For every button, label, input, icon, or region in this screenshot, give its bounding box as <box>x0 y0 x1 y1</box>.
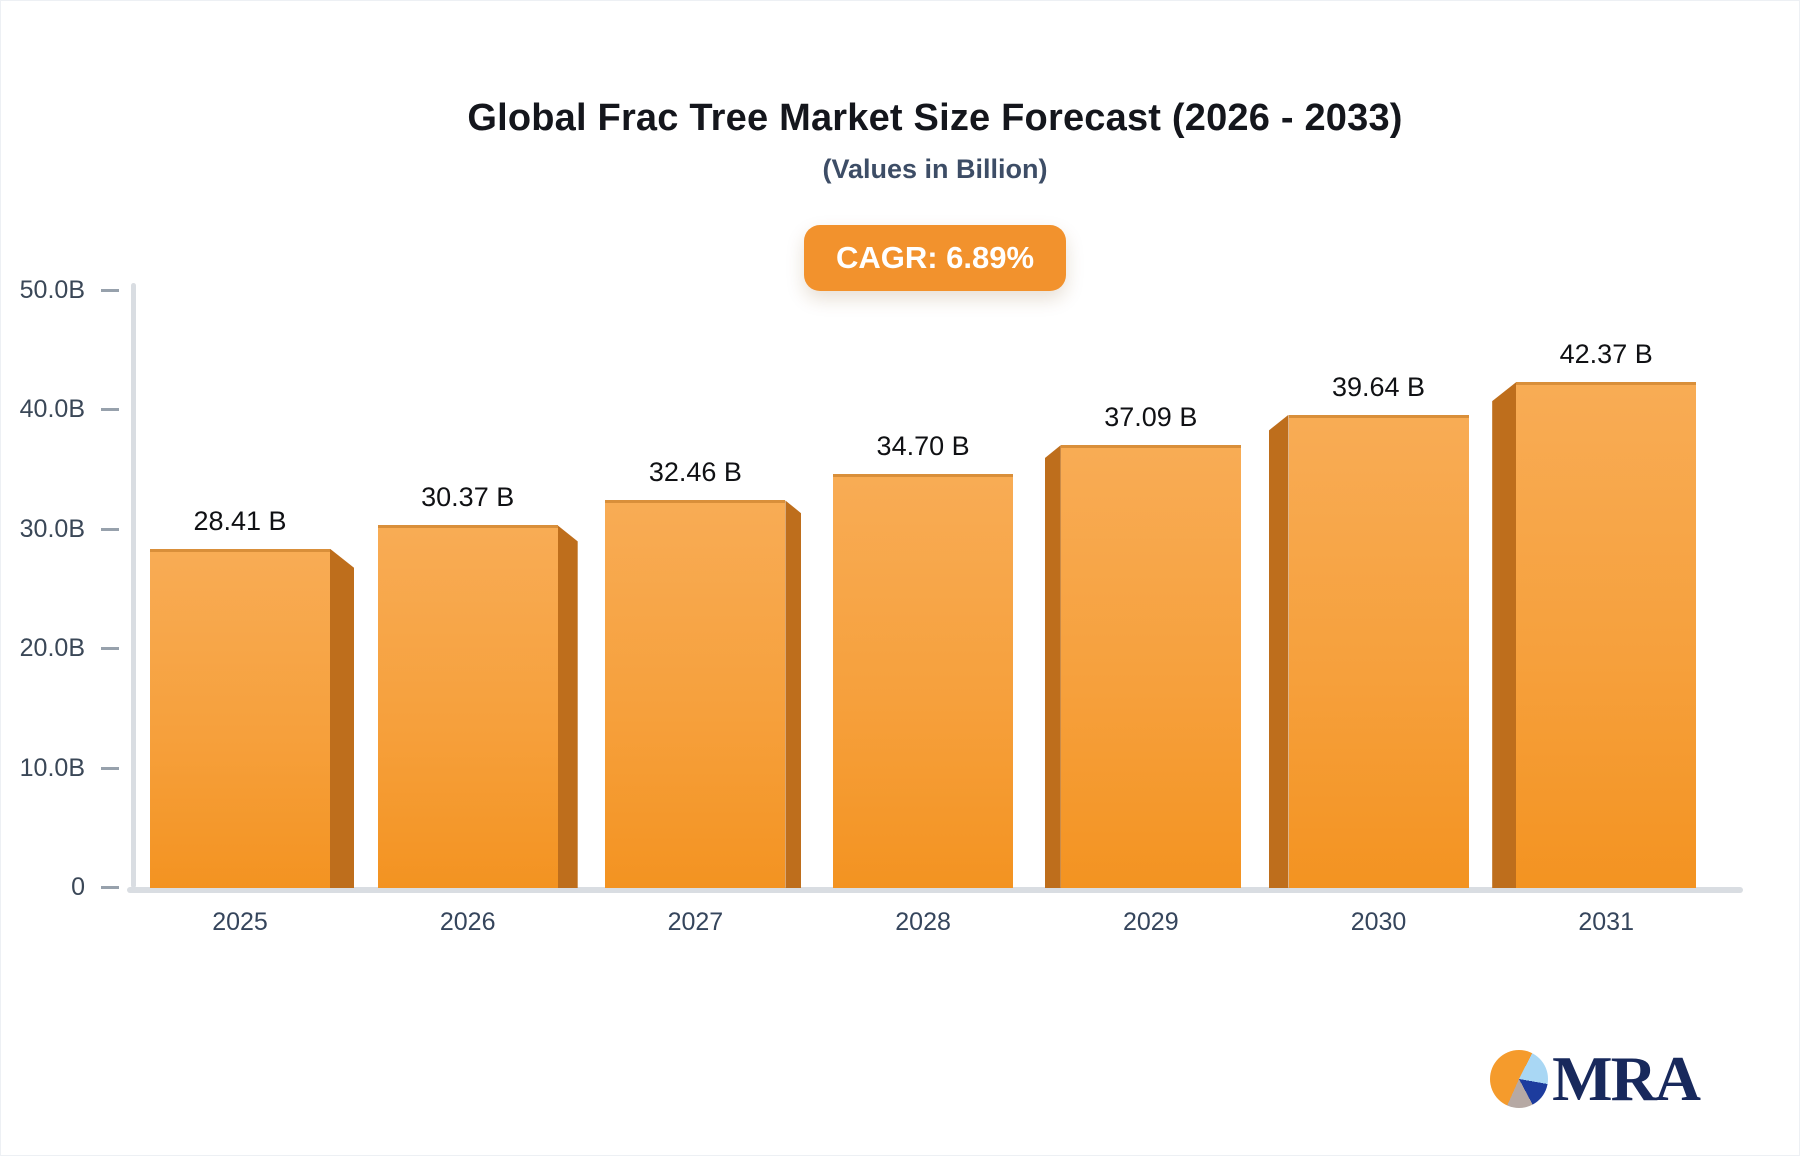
bar-2027 <box>605 500 802 888</box>
bar-value-label: 39.64 B <box>1331 371 1426 402</box>
chart-title: Global Frac Tree Market Size Forecast (2… <box>467 97 1403 139</box>
y-axis-line <box>131 283 136 888</box>
bar-value-label: 32.46 B <box>648 457 742 488</box>
chart-header: Global Frac Tree Market Size Forecast (2… <box>71 1 1799 291</box>
y-tick-mark <box>101 886 119 889</box>
bar-side-shadow <box>1268 414 1289 888</box>
bar-face <box>605 500 786 888</box>
logo-text: MRA <box>1552 1043 1701 1114</box>
bar-value-label: 28.41 B <box>193 505 287 536</box>
bar-2026 <box>377 525 578 888</box>
x-axis-label-2027: 2027 <box>667 908 724 936</box>
bar-2030 <box>1268 414 1469 888</box>
bar-2025 <box>150 548 354 888</box>
bar-side-shadow <box>557 525 578 888</box>
y-tick-mark <box>101 527 119 531</box>
bar-2031 <box>1492 382 1697 888</box>
badge-wrap: CAGR: 6.89% <box>71 225 1799 291</box>
y-tick-label: 40.0B <box>19 395 85 424</box>
bar-face <box>1516 382 1697 888</box>
bar-value-label: 37.09 B <box>1104 402 1198 433</box>
y-tick-label: 20.0B <box>19 634 85 663</box>
bar-side-shadow <box>785 500 802 888</box>
y-tick-label: 50.0B <box>19 276 85 304</box>
y-tick-mark <box>101 647 119 651</box>
bar-value-label: 30.37 B <box>421 482 515 513</box>
cagr-badge: CAGR: 6.89% <box>803 225 1067 291</box>
bar-2029 <box>1044 445 1241 888</box>
y-tick-mark <box>101 289 119 292</box>
y-tick-label: 10.0B <box>19 753 85 782</box>
bar-chart: 0 10.0B 20.0B 30.0B 40.0B 50.0B 28.41 B 2025 30.… <box>20 276 1743 936</box>
y-tick-label: 0 <box>71 873 85 901</box>
mra-logo: MRA <box>1490 1043 1701 1114</box>
x-axis-label-2026: 2026 <box>439 908 496 936</box>
y-tick-label: 30.0B <box>19 514 85 543</box>
chart-subtitle: (Values in Billion) <box>822 154 1048 184</box>
bar-side-shadow <box>1492 382 1517 888</box>
bar-side-shadow <box>1044 445 1061 888</box>
bar-face <box>150 548 330 888</box>
bar-face <box>833 473 1014 888</box>
y-tick-mark <box>101 766 119 770</box>
y-tick-mark <box>101 408 119 412</box>
x-axis-line <box>127 887 1743 893</box>
bar-value-label: 34.70 B <box>876 430 970 461</box>
logo-pie-icon <box>1490 1050 1549 1108</box>
bar-face <box>1060 445 1241 888</box>
bar-face <box>1288 414 1469 888</box>
bar-side-shadow <box>330 548 354 888</box>
bar-2028 <box>833 473 1014 888</box>
x-axis-label-2025: 2025 <box>212 908 268 936</box>
bar-face <box>377 525 558 888</box>
bar-value-label: 42.37 B <box>1559 339 1653 370</box>
x-axis-label-2031: 2031 <box>1578 908 1634 936</box>
x-axis-label-2029: 2029 <box>1122 908 1179 936</box>
x-axis-label-2028: 2028 <box>895 908 951 936</box>
x-axis-label-2030: 2030 <box>1350 908 1407 936</box>
